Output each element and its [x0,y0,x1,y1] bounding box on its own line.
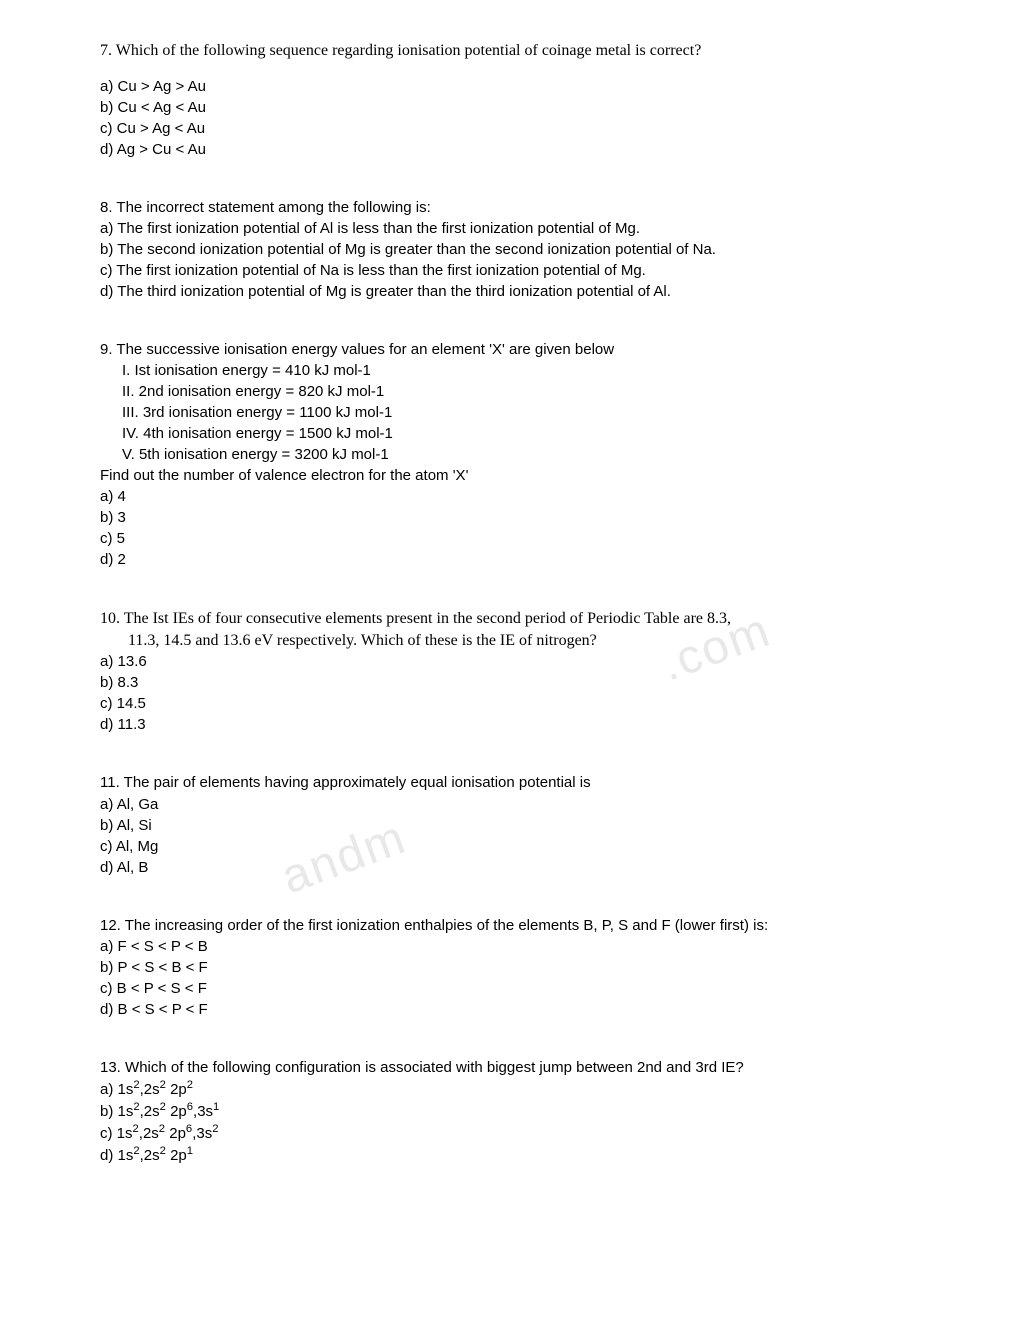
question-text: 8. The incorrect statement among the fol… [100,198,944,218]
question-8: 8. The incorrect statement among the fol… [100,198,944,302]
option-a: a) 13.6 [100,651,944,672]
option-b: b) The second ionization potential of Mg… [100,239,944,260]
option-a: a) 1s2,2s2 2p2 [100,1078,944,1100]
options-list: a) Cu > Ag > Au b) Cu < Ag < Au c) Cu > … [100,76,944,160]
option-c: c) Al, Mg [100,836,944,857]
options-list: a) 1s2,2s2 2p2 b) 1s2,2s2 2p6,3s1 c) 1s2… [100,1078,944,1166]
question-text: 13. Which of the following configuration… [100,1058,944,1078]
options-list: a) 4 b) 3 c) 5 d) 2 [100,486,944,570]
sub-item-5: V. 5th ionisation energy = 3200 kJ mol-1 [122,444,944,465]
question-body-line2: 11.3, 14.5 and 13.6 eV respectively. Whi… [100,632,597,649]
question-text: 9. The successive ionisation energy valu… [100,340,944,360]
option-d: d) 1s2,2s2 2p1 [100,1144,944,1166]
question-number: 8. [100,199,113,216]
question-text: 7. Which of the following sequence regar… [100,40,944,62]
options-list: a) The first ionization potential of Al … [100,218,944,302]
option-a: a) 4 [100,486,944,507]
option-b: b) Al, Si [100,815,944,836]
option-d: d) B < S < P < F [100,999,944,1020]
option-c: c) The first ionization potential of Na … [100,260,944,281]
sub-item-2: II. 2nd ionisation energy = 820 kJ mol-1 [122,381,944,402]
option-a: a) Al, Ga [100,794,944,815]
option-c: c) 14.5 [100,693,944,714]
question-body: The successive ionisation energy values … [116,341,614,358]
find-line: Find out the number of valence electron … [100,465,944,486]
option-c: c) B < P < S < F [100,978,944,999]
option-d: d) The third ionization potential of Mg … [100,281,944,302]
sub-item-3: III. 3rd ionisation energy = 1100 kJ mol… [122,402,944,423]
option-c: c) Cu > Ag < Au [100,118,944,139]
question-10: 10. The Ist IEs of four consecutive elem… [100,608,944,735]
question-number: 9. [100,341,113,358]
question-body: The Ist IEs of four consecutive elements… [124,610,731,627]
option-b: b) 8.3 [100,672,944,693]
option-d: d) Ag > Cu < Au [100,139,944,160]
question-body: Which of the following sequence regardin… [116,42,702,59]
sub-item-4: IV. 4th ionisation energy = 1500 kJ mol-… [122,423,944,444]
question-7: 7. Which of the following sequence regar… [100,40,944,160]
question-text: 12. The increasing order of the first io… [100,916,944,936]
option-b: b) 3 [100,507,944,528]
question-text: 10. The Ist IEs of four consecutive elem… [100,608,944,651]
options-list: a) Al, Ga b) Al, Si c) Al, Mg d) Al, B [100,794,944,878]
question-13: 13. Which of the following configuration… [100,1058,944,1166]
option-c: c) 1s2,2s2 2p6,3s2 [100,1122,944,1144]
question-9: 9. The successive ionisation energy valu… [100,340,944,570]
question-body: The incorrect statement among the follow… [116,199,430,216]
question-12: 12. The increasing order of the first io… [100,916,944,1020]
question-number: 7. [100,42,112,59]
option-a: a) Cu > Ag > Au [100,76,944,97]
option-d: d) 2 [100,549,944,570]
options-list: a) F < S < P < B b) P < S < B < F c) B <… [100,936,944,1020]
option-c: c) 5 [100,528,944,549]
question-body: Which of the following configuration is … [125,1059,744,1076]
question-text: 11. The pair of elements having approxim… [100,773,944,793]
question-body: The pair of elements having approximatel… [124,774,591,791]
question-number: 11. [100,774,120,791]
question-11: 11. The pair of elements having approxim… [100,773,944,877]
question-body: The increasing order of the first ioniza… [125,917,768,934]
option-d: d) 11.3 [100,714,944,735]
question-number: 10. [100,610,120,627]
sub-items: I. Ist ionisation energy = 410 kJ mol-1 … [100,360,944,465]
sub-item-1: I. Ist ionisation energy = 410 kJ mol-1 [122,360,944,381]
option-b: b) Cu < Ag < Au [100,97,944,118]
option-b: b) 1s2,2s2 2p6,3s1 [100,1100,944,1122]
question-number: 13. [100,1059,121,1076]
option-a: a) F < S < P < B [100,936,944,957]
question-number: 12. [100,917,121,934]
option-d: d) Al, B [100,857,944,878]
option-a: a) The first ionization potential of Al … [100,218,944,239]
option-b: b) P < S < B < F [100,957,944,978]
options-list: a) 13.6 b) 8.3 c) 14.5 d) 11.3 [100,651,944,735]
